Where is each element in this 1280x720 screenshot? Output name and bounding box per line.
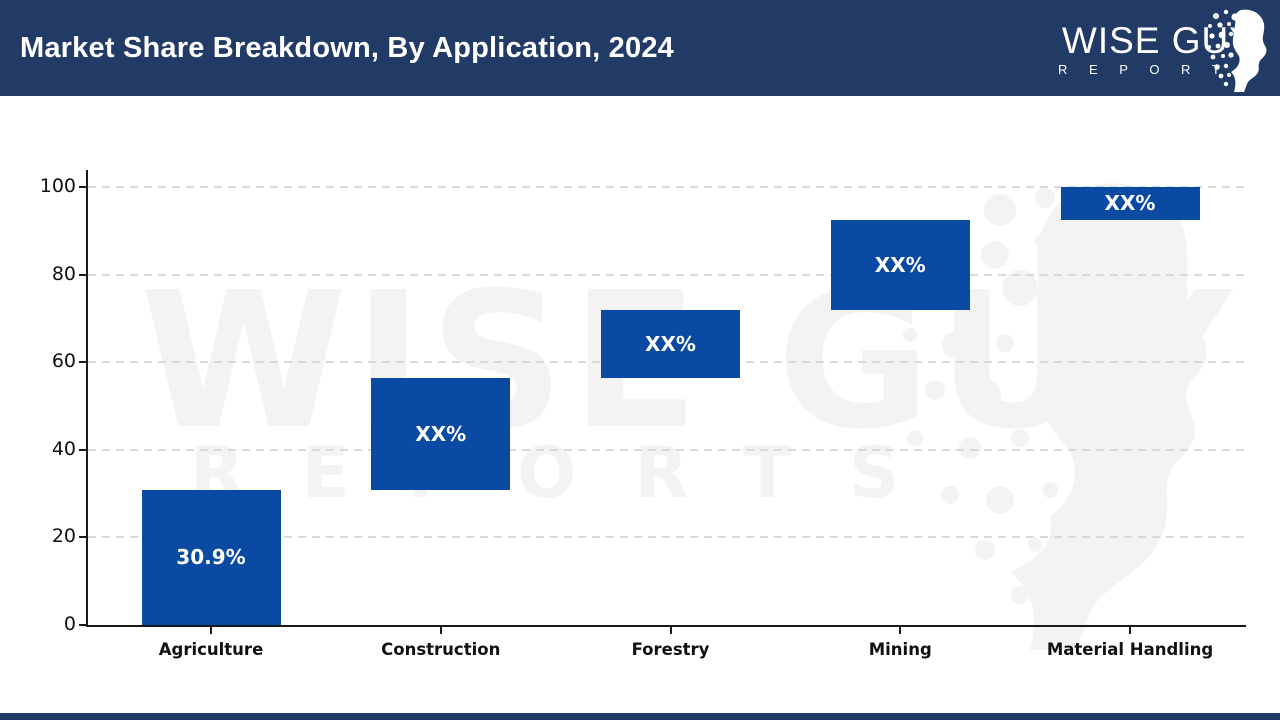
y-gridline: [88, 186, 1246, 188]
footer-bar: [0, 713, 1280, 720]
y-axis-tick-label: 40: [51, 437, 76, 460]
y-axis-tick-label: 100: [39, 175, 76, 197]
x-axis-tick: [669, 627, 672, 634]
y-axis-tick: [79, 361, 87, 364]
y-gridline: [88, 273, 1246, 276]
x-category-label: Construction: [381, 640, 501, 659]
x-axis-tick: [210, 627, 212, 634]
y-axis-tick: [79, 536, 87, 539]
y-axis-tick: [79, 186, 87, 188]
x-axis-line: [86, 625, 1246, 627]
waterfall-bar-mining: XX%: [830, 219, 970, 310]
bar-value-label: XX%: [645, 331, 696, 356]
x-axis-tick: [439, 627, 442, 634]
chart-title: Market Share Breakdown, By Application, …: [20, 31, 674, 64]
watermark-text-reports: REPORTS: [190, 432, 958, 514]
waterfall-bar-forestry: XX%: [601, 309, 740, 378]
bar-value-label: XX%: [415, 421, 467, 446]
header-bar: Market Share Breakdown, By Application, …: [0, 0, 1280, 96]
x-category-label: Forestry: [631, 640, 710, 659]
y-axis-tick-label: 20: [51, 525, 76, 548]
y-gridline: [88, 536, 1246, 539]
y-axis-tick: [79, 273, 87, 276]
y-axis-line: [86, 170, 88, 627]
logo-head-icon: [1207, 9, 1267, 92]
x-axis-tick: [899, 627, 902, 634]
y-axis-tick-label: 0: [63, 613, 76, 635]
watermark-head-dots-graphic: [903, 183, 1207, 650]
bar-value-label: XX%: [1104, 191, 1156, 216]
logo-wiseguy-text: WISE GUY: [1061, 20, 1255, 61]
bar-value-label: XX%: [874, 252, 926, 277]
y-axis-tick-label: 80: [51, 262, 76, 285]
y-axis-tick-label: 60: [51, 350, 76, 373]
x-axis-tick: [1129, 627, 1131, 634]
y-axis-tick: [79, 448, 87, 451]
waterfall-bar-agriculture: 30.9%: [141, 489, 281, 625]
waterfall-bar-material-handling: XX%: [1060, 187, 1200, 220]
x-category-label: Agriculture: [158, 640, 264, 659]
wise-guy-reports-logo: WISE GUY R E P O R T S: [1028, 6, 1268, 92]
logo-text: WISE GUY R E P O R T S: [1058, 20, 1259, 78]
x-category-label: Material Handling: [1046, 640, 1214, 659]
x-category-label: Mining: [868, 640, 932, 659]
waterfall-bar-construction: XX%: [371, 377, 511, 490]
y-axis-tick: [79, 624, 87, 626]
y-gridline: [88, 448, 1246, 451]
bar-value-label: 30.9%: [176, 545, 246, 570]
logo-reports-text: R E P O R T S: [1058, 62, 1259, 77]
